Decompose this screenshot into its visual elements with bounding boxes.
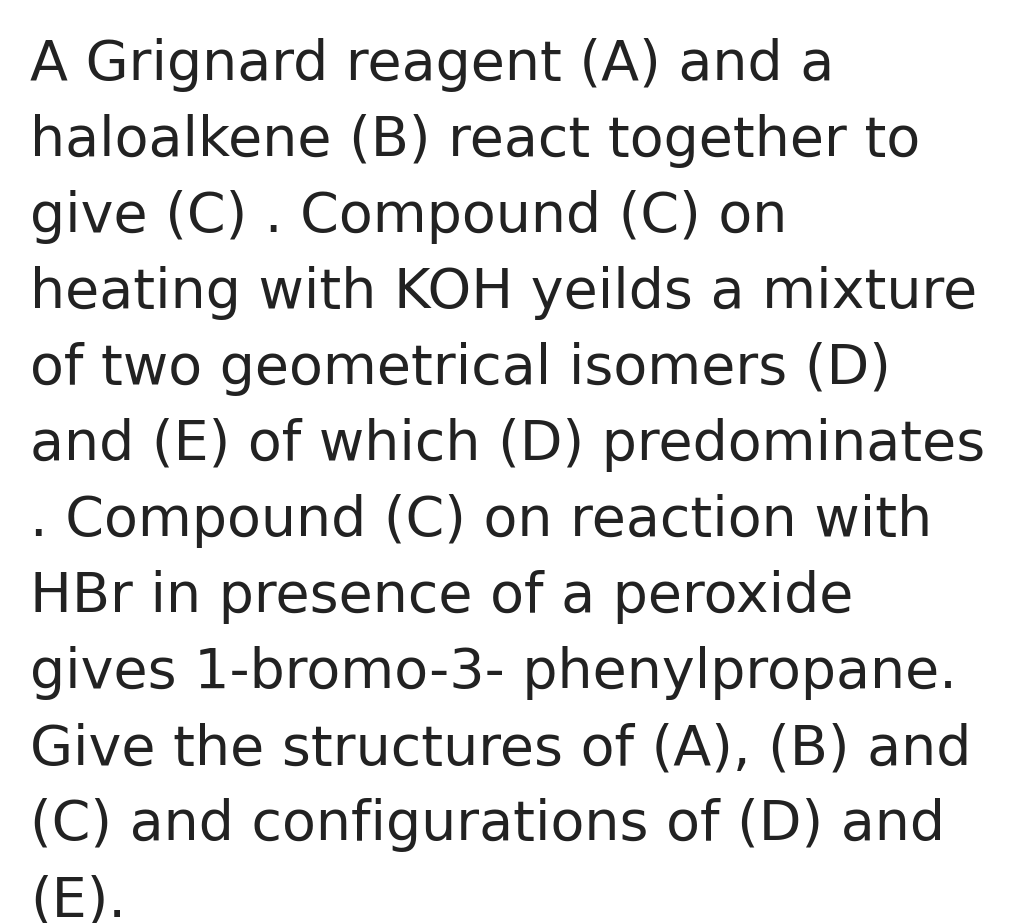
Text: gives 1-bromo-3- phenylpropane.: gives 1-bromo-3- phenylpropane.: [30, 646, 956, 700]
Text: heating with KOH yeilds a mixture: heating with KOH yeilds a mixture: [30, 266, 977, 320]
Text: haloalkene (B) react together to: haloalkene (B) react together to: [30, 114, 921, 168]
Text: and (E) of which (D) predominates: and (E) of which (D) predominates: [30, 418, 985, 472]
Text: (E).: (E).: [30, 874, 126, 923]
Text: (C) and configurations of (D) and: (C) and configurations of (D) and: [30, 798, 945, 852]
Text: Give the structures of (A), (B) and: Give the structures of (A), (B) and: [30, 722, 972, 776]
Text: . Compound (C) on reaction with: . Compound (C) on reaction with: [30, 494, 932, 548]
Text: give (C) . Compound (C) on: give (C) . Compound (C) on: [30, 190, 787, 244]
Text: A Grignard reagent (A) and a: A Grignard reagent (A) and a: [30, 38, 835, 92]
Text: of two geometrical isomers (D): of two geometrical isomers (D): [30, 342, 891, 396]
Text: HBr in presence of a peroxide: HBr in presence of a peroxide: [30, 570, 853, 624]
